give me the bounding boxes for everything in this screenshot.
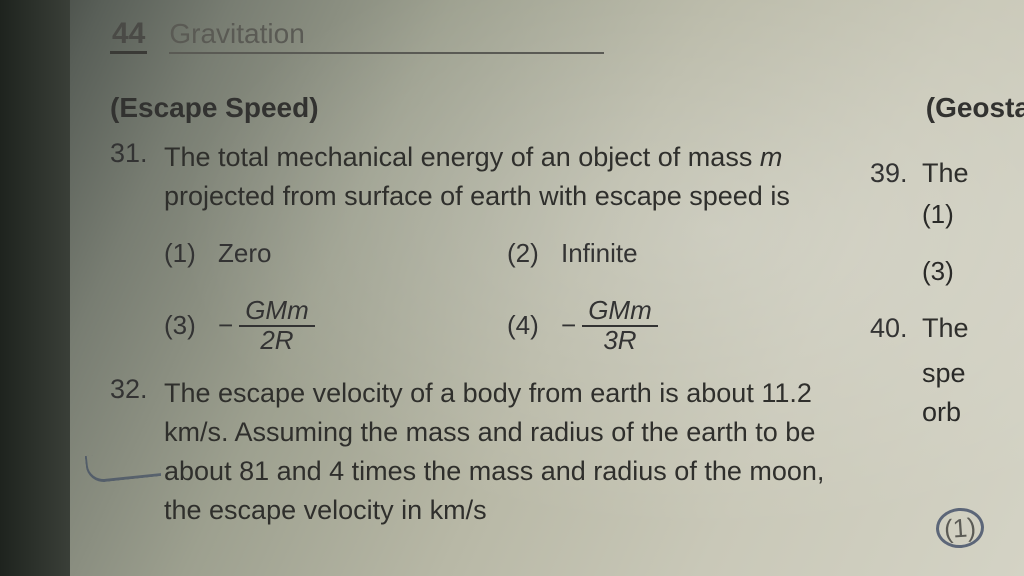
- question-number: 39.: [870, 158, 922, 189]
- q31-text-b: projected from surface of earth with esc…: [164, 181, 790, 211]
- right-column: 39. The (1) (3) 40. The spe orb: [870, 158, 1024, 432]
- question-number: 40.: [870, 313, 922, 344]
- option-text: Zero: [218, 238, 271, 269]
- q31-option-1: (1) Zero: [164, 224, 507, 283]
- chapter-title: Gravitation: [169, 18, 604, 54]
- option-number: (3): [164, 310, 218, 341]
- section-title-row: (Escape Speed) (Geosta: [110, 92, 1024, 124]
- question-text: The total mechanical energy of an object…: [164, 138, 850, 216]
- q40-line-2: spe: [922, 354, 1024, 393]
- minus-sign: −: [561, 310, 576, 341]
- q31-option-4: (4) − GMm 3R: [507, 283, 850, 368]
- numerator: GMm: [582, 297, 658, 326]
- numerator: GMm: [239, 297, 315, 326]
- q31-option-2: (2) Infinite: [507, 224, 850, 283]
- question-number: 31.: [110, 138, 164, 216]
- question-32: 32. The escape velocity of a body from e…: [110, 374, 850, 531]
- question-31: 31. The total mechanical energy of an ob…: [110, 138, 850, 216]
- question-text-fragment: The: [922, 313, 969, 344]
- option-number: (4): [507, 310, 561, 341]
- q31-option-3: (3) − GMm 2R: [164, 283, 507, 368]
- question-text-fragment: The: [922, 158, 969, 189]
- denominator: 2R: [254, 327, 299, 354]
- fraction: GMm 3R: [582, 297, 658, 354]
- question-text: The escape velocity of a body from earth…: [164, 374, 850, 531]
- q40-line-3: orb: [922, 393, 1024, 432]
- q39-option-3: (3): [922, 256, 1024, 287]
- book-spine-shadow: [0, 0, 70, 576]
- fraction: GMm 2R: [239, 297, 315, 354]
- left-column: 31. The total mechanical energy of an ob…: [110, 138, 850, 538]
- q39-option-1: (1): [922, 199, 1024, 230]
- option-text: Infinite: [561, 238, 638, 269]
- option-number: (1): [164, 238, 218, 269]
- textbook-page: 44 Gravitation (Escape Speed) (Geosta 31…: [0, 0, 1024, 576]
- page-number: 44: [110, 19, 147, 54]
- section-title-right: (Geosta: [926, 92, 1024, 124]
- question-40: 40. The: [870, 313, 1024, 344]
- q31-options: (1) Zero (2) Infinite (3) − GMm 2R (4): [164, 224, 850, 368]
- question-39: 39. The: [870, 158, 1024, 189]
- option-number: (2): [507, 238, 561, 269]
- minus-sign: −: [218, 310, 233, 341]
- page-header: 44 Gravitation: [110, 18, 1024, 60]
- q31-mass-symbol: m: [760, 142, 783, 172]
- section-title-left: (Escape Speed): [110, 92, 319, 124]
- denominator: 3R: [597, 327, 642, 354]
- q31-text-a: The total mechanical energy of an object…: [164, 142, 760, 172]
